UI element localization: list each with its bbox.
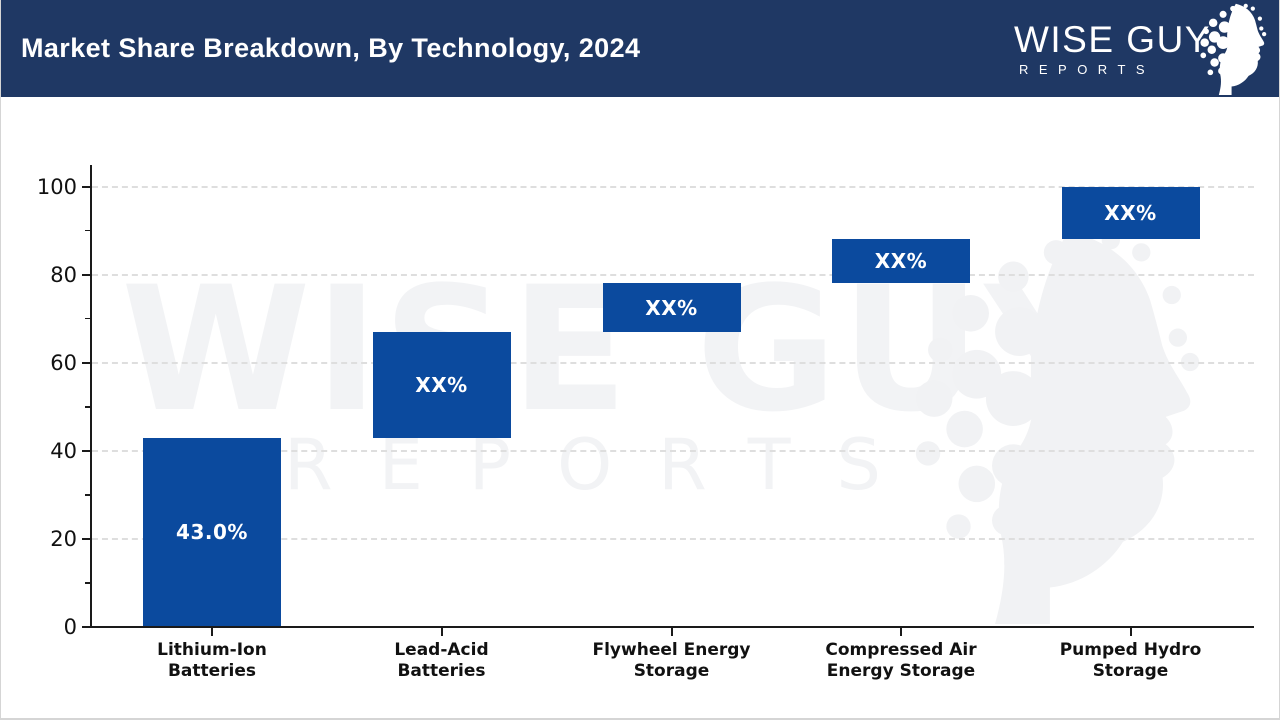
x-tick-compressed-air-energy-storage xyxy=(900,627,902,636)
bar-value-label-lithium-ion-batteries: 43.0% xyxy=(176,520,248,545)
bar-flywheel-energy-storage: XX% xyxy=(602,283,741,332)
category-label-line-1: Flywheel Energy xyxy=(592,640,751,660)
bar-pumped-hydro-storage: XX% xyxy=(1061,186,1200,240)
bar-value-label-flywheel-energy-storage: XX% xyxy=(645,295,698,320)
category-label-compressed-air-energy-storage: Compressed Air Energy Storage xyxy=(786,640,1016,682)
gridline-20 xyxy=(92,537,1254,540)
x-axis-spine xyxy=(90,625,1254,628)
bar-value-label-pumped-hydro-storage: XX% xyxy=(1104,200,1157,225)
category-label-lead-acid-batteries: Lead-Acid Batteries xyxy=(327,640,557,682)
category-label-line-1: Lead-Acid xyxy=(394,640,489,660)
y-minor-tick-50 xyxy=(85,406,90,408)
y-tick-label-0: 0 xyxy=(63,615,77,639)
y-minor-tick-10 xyxy=(85,582,90,584)
logo-head-icon xyxy=(1200,3,1267,95)
category-label-line-1: Pumped Hydro xyxy=(1059,640,1202,660)
logo-subtext: REPORTS xyxy=(1018,61,1156,77)
watermark-reports: REPORTS xyxy=(284,424,927,506)
x-tick-lead-acid-batteries xyxy=(440,627,443,636)
category-label-line-2: Batteries xyxy=(397,661,486,681)
x-tick-flywheel-energy-storage xyxy=(670,627,673,636)
header-bar: Market Share Breakdown, By Technology, 2… xyxy=(1,0,1279,97)
y-tick-20 xyxy=(82,537,90,540)
y-tick-label-80: 80 xyxy=(50,262,77,287)
category-label-line-2: Storage xyxy=(1092,661,1169,681)
gridline-80 xyxy=(92,273,1254,276)
gridline-40 xyxy=(92,449,1254,452)
category-label-line-2: Storage xyxy=(633,661,710,681)
y-tick-40 xyxy=(82,449,90,452)
x-tick-pumped-hydro-storage xyxy=(1129,627,1132,636)
category-label-line-1: Compressed Air xyxy=(825,640,977,660)
y-tick-label-40: 40 xyxy=(50,438,77,463)
bar-value-label-lead-acid-batteries: XX% xyxy=(415,372,468,397)
y-minor-tick-30 xyxy=(85,494,90,496)
y-axis-spine xyxy=(90,165,92,628)
y-tick-80 xyxy=(82,273,90,276)
y-tick-label-100: 100 xyxy=(36,174,77,199)
category-label-pumped-hydro-storage: Pumped Hydro Storage xyxy=(1016,640,1246,682)
y-tick-100 xyxy=(82,185,90,188)
bar-lithium-ion-batteries: 43.0% xyxy=(143,437,281,627)
category-label-line-1: Lithium-Ion xyxy=(157,640,267,660)
y-tick-label-20: 20 xyxy=(50,526,77,551)
bar-lead-acid-batteries: XX% xyxy=(372,331,511,438)
category-label-line-2: Energy Storage xyxy=(826,661,976,681)
category-label-line-2: Batteries xyxy=(167,661,257,681)
y-minor-tick-90 xyxy=(85,229,90,232)
y-minor-tick-70 xyxy=(85,317,90,320)
category-label-lithium-ion-batteries: Lithium-Ion Batteries xyxy=(97,640,327,682)
chart-title: Market Share Breakdown, By Technology, 2… xyxy=(21,33,641,63)
y-tick-0 xyxy=(82,626,90,628)
wiseguy-logo: WISE GUY REPORTS xyxy=(1014,2,1271,95)
gridline-100 xyxy=(92,185,1254,188)
gridline-60 xyxy=(92,361,1254,364)
logo-text-block: WISE GUY REPORTS xyxy=(1014,21,1211,77)
y-tick-label-60: 60 xyxy=(50,350,77,375)
x-tick-lithium-ion-batteries xyxy=(211,627,213,636)
bar-value-label-compressed-air-energy-storage: XX% xyxy=(874,249,928,274)
bar-compressed-air-energy-storage: XX% xyxy=(832,239,970,284)
logo-wordmark: WISE GUY xyxy=(1013,18,1211,60)
y-tick-60 xyxy=(82,361,90,364)
category-label-flywheel-energy-storage: Flywheel Energy Storage xyxy=(557,640,787,682)
